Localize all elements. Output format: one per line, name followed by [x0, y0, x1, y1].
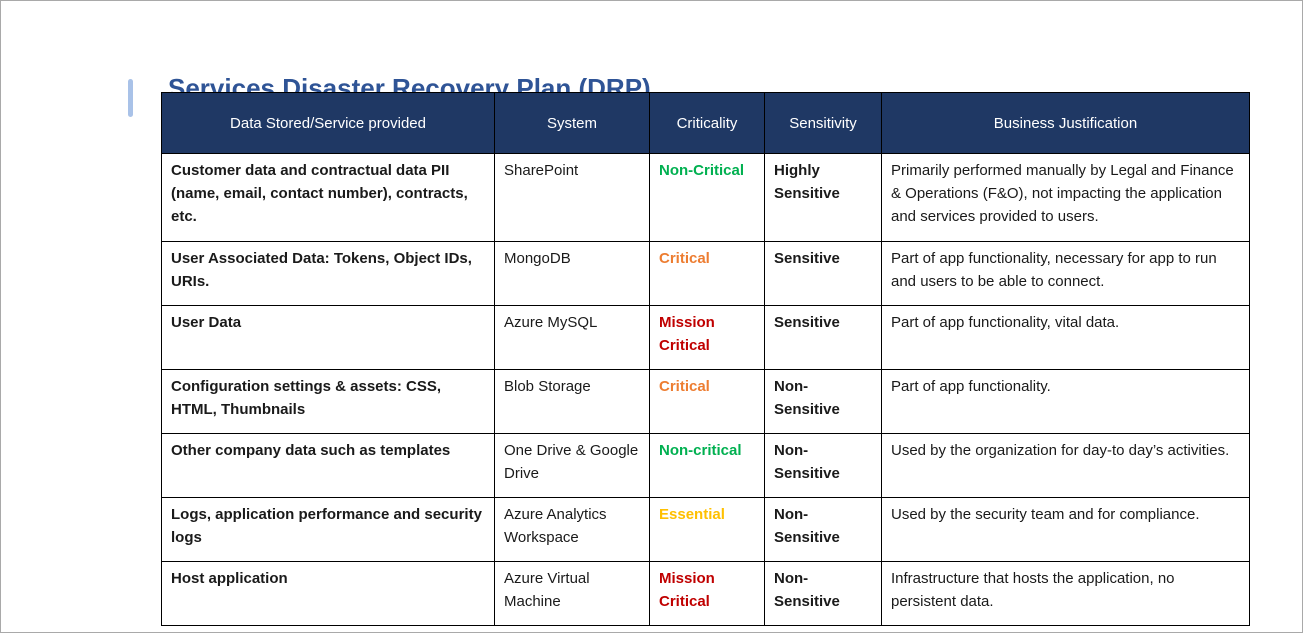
justification-cell: Part of app functionality, vital data.	[881, 305, 1250, 370]
column-header-data-stored: Data Stored/Service provided	[161, 92, 495, 154]
sensitivity-cell: Non-Sensitive	[764, 433, 882, 498]
justification-cell: Primarily performed manually by Legal an…	[881, 153, 1250, 242]
criticality-cell: Non-Critical	[649, 153, 765, 242]
sensitivity-cell: Highly Sensitive	[764, 153, 882, 242]
data-stored-cell: Customer data and contractual data PII (…	[161, 153, 495, 242]
table-row: Configuration settings & assets: CSS, HT…	[161, 369, 1250, 434]
system-cell: Blob Storage	[494, 369, 650, 434]
system-cell: Azure MySQL	[494, 305, 650, 370]
criticality-cell: Non-critical	[649, 433, 765, 498]
criticality-cell: Essential	[649, 497, 765, 562]
column-header-sensitivity: Sensitivity	[764, 92, 882, 154]
sensitivity-cell: Non-Sensitive	[764, 497, 882, 562]
criticality-cell: Mission Critical	[649, 305, 765, 370]
table-row: Other company data such as templates One…	[161, 433, 1250, 498]
criticality-cell: Critical	[649, 241, 765, 306]
column-header-criticality: Criticality	[649, 92, 765, 154]
column-header-system: System	[494, 92, 650, 154]
system-cell: MongoDB	[494, 241, 650, 306]
justification-cell: Infrastructure that hosts the applicatio…	[881, 561, 1250, 626]
data-stored-cell: User Associated Data: Tokens, Object IDs…	[161, 241, 495, 306]
data-stored-cell: Other company data such as templates	[161, 433, 495, 498]
left-margin-indicator-bar	[128, 79, 133, 117]
system-cell: One Drive & Google Drive	[494, 433, 650, 498]
table-row: Logs, application performance and securi…	[161, 497, 1250, 562]
system-cell: Azure Analytics Workspace	[494, 497, 650, 562]
justification-cell: Part of app functionality.	[881, 369, 1250, 434]
data-stored-cell: Logs, application performance and securi…	[161, 497, 495, 562]
sensitivity-cell: Non-Sensitive	[764, 561, 882, 626]
column-header-business-justification: Business Justification	[881, 92, 1250, 154]
criticality-cell: Critical	[649, 369, 765, 434]
justification-cell: Used by the security team and for compli…	[881, 497, 1250, 562]
table-row: Customer data and contractual data PII (…	[161, 153, 1250, 242]
data-stored-cell: Configuration settings & assets: CSS, HT…	[161, 369, 495, 434]
sensitivity-cell: Sensitive	[764, 305, 882, 370]
sensitivity-cell: Sensitive	[764, 241, 882, 306]
justification-cell: Used by the organization for day-to day’…	[881, 433, 1250, 498]
table-row: User Data Azure MySQL Mission Critical S…	[161, 305, 1250, 370]
justification-cell: Part of app functionality, necessary for…	[881, 241, 1250, 306]
table-row: User Associated Data: Tokens, Object IDs…	[161, 241, 1250, 306]
sensitivity-cell: Non-Sensitive	[764, 369, 882, 434]
system-cell: Azure Virtual Machine	[494, 561, 650, 626]
data-stored-cell: Host application	[161, 561, 495, 626]
table-header-row: Data Stored/Service provided System Crit…	[161, 92, 1250, 154]
data-inventory-table: Data Stored/Service provided System Crit…	[161, 92, 1250, 626]
criticality-cell: Mission Critical	[649, 561, 765, 626]
table-row: Host application Azure Virtual Machine M…	[161, 561, 1250, 626]
data-stored-cell: User Data	[161, 305, 495, 370]
system-cell: SharePoint	[494, 153, 650, 242]
